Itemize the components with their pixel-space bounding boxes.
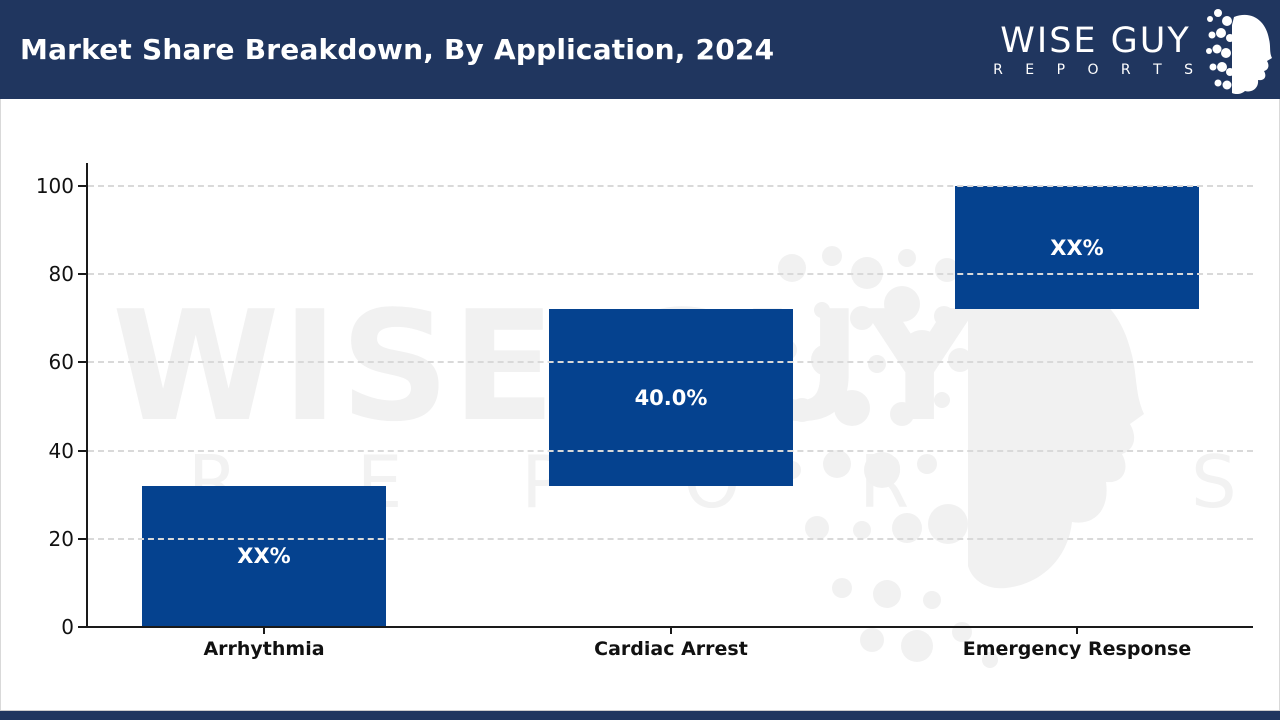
gridline-y100 [88,185,1253,187]
y-axis-line [86,163,88,628]
brand-logo: WISE GUY R E P O R T S [989,4,1274,96]
x-axis-line [86,626,1253,628]
bar-arrhythmia: XX% [142,485,386,627]
gridline-y20 [88,537,1253,540]
x-category-label: Arrhythmia [203,638,325,660]
y-tick-mark [78,361,86,364]
y-tick-label: 60 [48,350,74,375]
y-tick-mark [78,537,86,540]
y-tick-label: 20 [48,526,74,551]
logo-wordmark-line1: WISE GUY [1000,21,1191,61]
logo-wordmark-line2: R E P O R T S [993,62,1202,78]
gridline-y60 [88,361,1253,364]
left-border-line [0,99,1,711]
y-tick-mark [78,626,86,628]
y-tick-mark [78,185,86,187]
y-tick-label: 80 [48,262,74,287]
x-tick-mark [263,628,265,634]
x-tick-mark [670,628,672,634]
bar-value-label: 40.0% [634,385,708,410]
y-tick-label: 100 [35,174,74,198]
x-category-label: Cardiac Arrest [594,638,748,660]
y-tick-label: 40 [48,438,74,463]
y-tick-mark [78,449,86,452]
bar-value-label: XX% [237,544,291,569]
logo-face-icon [1206,9,1272,95]
gridline-y40 [88,449,1253,452]
footer-bar [0,710,1280,720]
chart-title: Market Share Breakdown, By Application, … [20,33,775,66]
logo-wordmark: WISE GUY R E P O R T S [989,22,1202,78]
bar-emergency-response: XX% [955,186,1199,310]
header-bar: Market Share Breakdown, By Application, … [0,0,1280,99]
x-tick-mark [1076,628,1078,634]
gridline-y80 [88,273,1253,276]
y-tick-mark [78,273,86,276]
bar-cardiac-arrest: 40.0% [549,309,793,486]
x-category-label: Emergency Response [962,638,1192,660]
bar-value-label: XX% [1050,235,1104,260]
y-tick-label: 0 [61,615,74,639]
